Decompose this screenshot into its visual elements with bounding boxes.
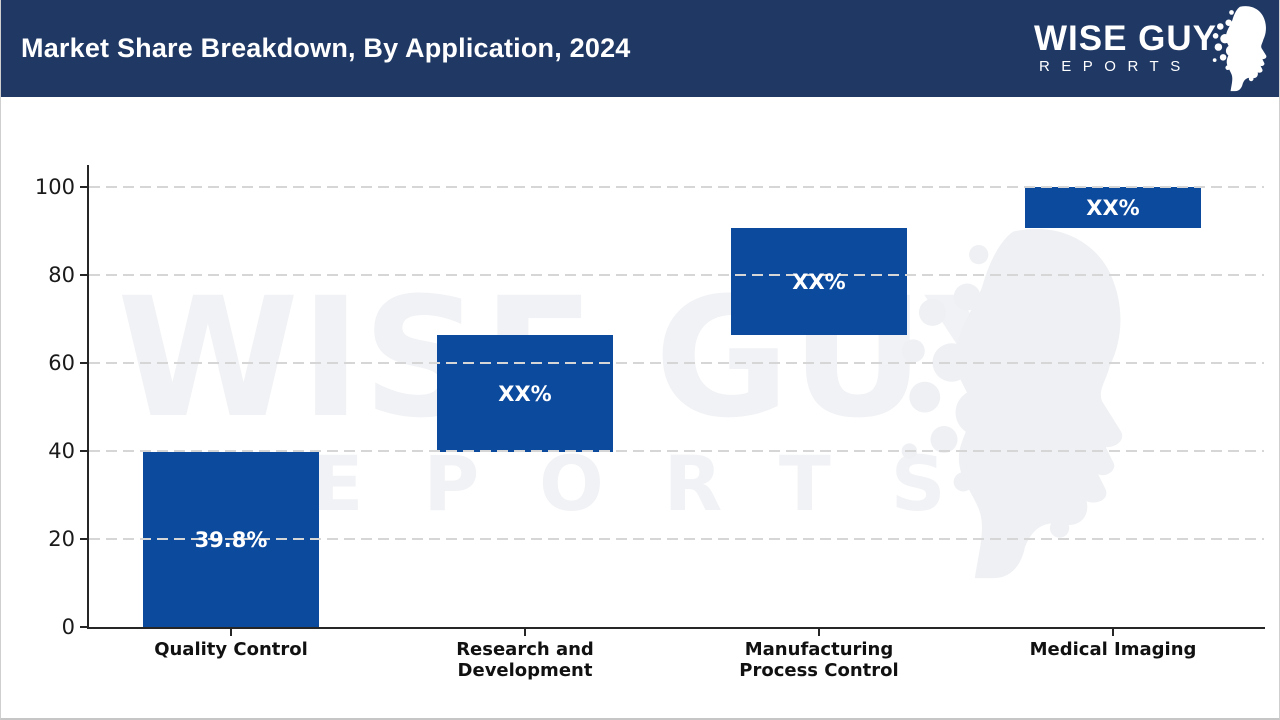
x-axis-category-label: Medical Imaging: [1029, 639, 1197, 660]
watermark-head-icon: [901, 228, 1123, 579]
dotted-head-icon: [1212, 6, 1267, 92]
x-axis-tick: [818, 627, 820, 636]
y-axis-line: [87, 165, 89, 627]
y-axis-tick: [80, 450, 89, 452]
x-axis-category-label: Manufacturing Process Control: [739, 639, 899, 681]
x-axis-category-label: Quality Control: [154, 639, 308, 660]
y-axis-tick-label: 100: [34, 175, 75, 199]
x-axis-line: [87, 627, 1265, 629]
header-banner: Market Share Breakdown, By Application, …: [1, 0, 1279, 97]
x-axis-tick: [524, 627, 526, 636]
bar-segment: [1025, 187, 1201, 228]
gridline: [89, 450, 1264, 452]
brand-name: WISE GUY: [1033, 19, 1217, 58]
x-axis-tick: [230, 627, 232, 636]
brand-logo: WISE GUY REPORTS: [1034, 4, 1275, 92]
gridline: [89, 274, 1264, 276]
brand-logo-text: WISE GUY REPORTS: [1033, 19, 1217, 76]
bar-value-label: XX%: [792, 269, 846, 294]
y-axis-tick: [80, 626, 89, 628]
y-axis-tick-label: 20: [48, 527, 75, 551]
brand-subtitle: REPORTS: [1038, 58, 1192, 75]
y-axis-tick-label: 60: [48, 351, 75, 375]
page-title: Market Share Breakdown, By Application, …: [21, 33, 631, 63]
y-axis-tick-label: 80: [48, 263, 75, 287]
gridline: [89, 362, 1264, 364]
bar-segment: [437, 335, 613, 452]
y-axis-tick: [80, 274, 89, 276]
plot-area: 0 20 40 60 80 100 39.8% Quality Control XX% Resea…: [1, 97, 1279, 718]
gridline: [89, 538, 1264, 540]
y-axis-tick: [80, 186, 89, 188]
y-axis-tick: [80, 362, 89, 364]
bar-segment: [731, 228, 907, 335]
bar-value-label: 39.8%: [194, 527, 268, 552]
gridline: [89, 186, 1264, 188]
y-axis-tick-label: 0: [61, 615, 75, 639]
y-axis-tick-label: 40: [48, 439, 75, 463]
bar-value-label: XX%: [498, 381, 552, 406]
bar-value-label: XX%: [1086, 195, 1140, 220]
y-axis-tick: [80, 538, 89, 540]
x-axis-tick: [1112, 627, 1114, 636]
x-axis-category-label: Research and Development: [456, 639, 594, 681]
